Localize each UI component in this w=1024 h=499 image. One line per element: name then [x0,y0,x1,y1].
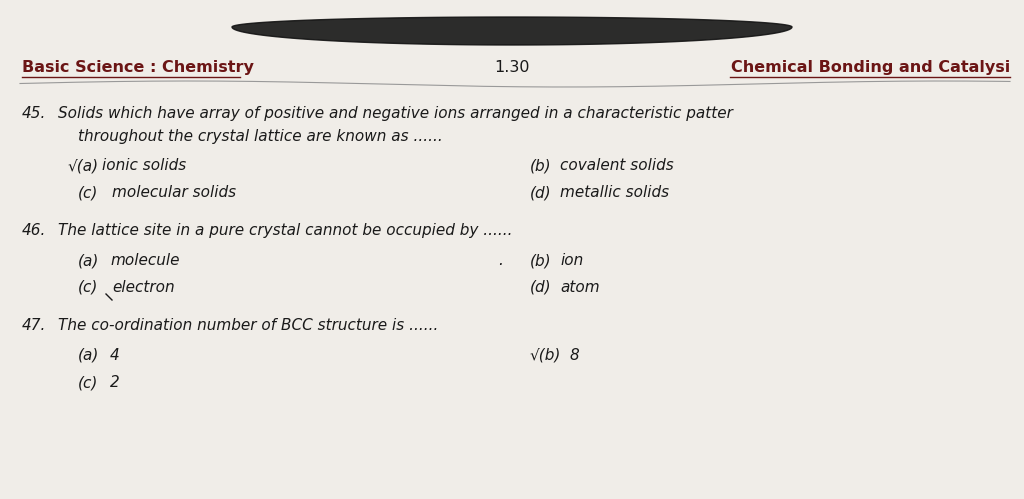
Text: throughout the crystal lattice are known as ......: throughout the crystal lattice are known… [78,129,442,144]
Text: The co-ordination number of BCC structure is ......: The co-ordination number of BCC structur… [58,318,438,333]
Text: 46.: 46. [22,223,46,238]
Text: 1.30: 1.30 [495,60,529,75]
Text: Solids which have array of positive and negative ions arranged in a characterist: Solids which have array of positive and … [58,106,733,121]
Text: √(a): √(a) [68,158,99,173]
Text: Basic Science : Chemistry: Basic Science : Chemistry [22,60,254,75]
Text: molecular solids: molecular solids [112,185,237,200]
Text: The lattice site in a pure crystal cannot be occupied by ......: The lattice site in a pure crystal canno… [58,223,512,238]
Text: (c): (c) [78,185,98,200]
Text: atom: atom [560,280,600,295]
Text: (a): (a) [78,348,99,363]
Text: Chemical Bonding and Catalysi: Chemical Bonding and Catalysi [731,60,1010,75]
Text: (b): (b) [530,158,552,173]
Text: 2: 2 [110,375,120,390]
Text: covalent solids: covalent solids [560,158,674,173]
Text: 47.: 47. [22,318,46,333]
Text: 8: 8 [570,348,580,363]
Text: metallic solids: metallic solids [560,185,669,200]
Text: ion: ion [560,253,584,268]
Text: .: . [498,253,503,268]
Text: ionic solids: ionic solids [102,158,186,173]
Text: (b): (b) [530,253,552,268]
Text: electron: electron [112,280,175,295]
Text: (d): (d) [530,185,552,200]
Text: √(b): √(b) [530,348,561,363]
Text: molecule: molecule [110,253,179,268]
Text: (c): (c) [78,280,98,295]
Polygon shape [232,17,792,45]
Text: 45.: 45. [22,106,46,121]
Text: (c): (c) [78,375,98,390]
Text: 4: 4 [110,348,120,363]
Text: (d): (d) [530,280,552,295]
Text: (a): (a) [78,253,99,268]
